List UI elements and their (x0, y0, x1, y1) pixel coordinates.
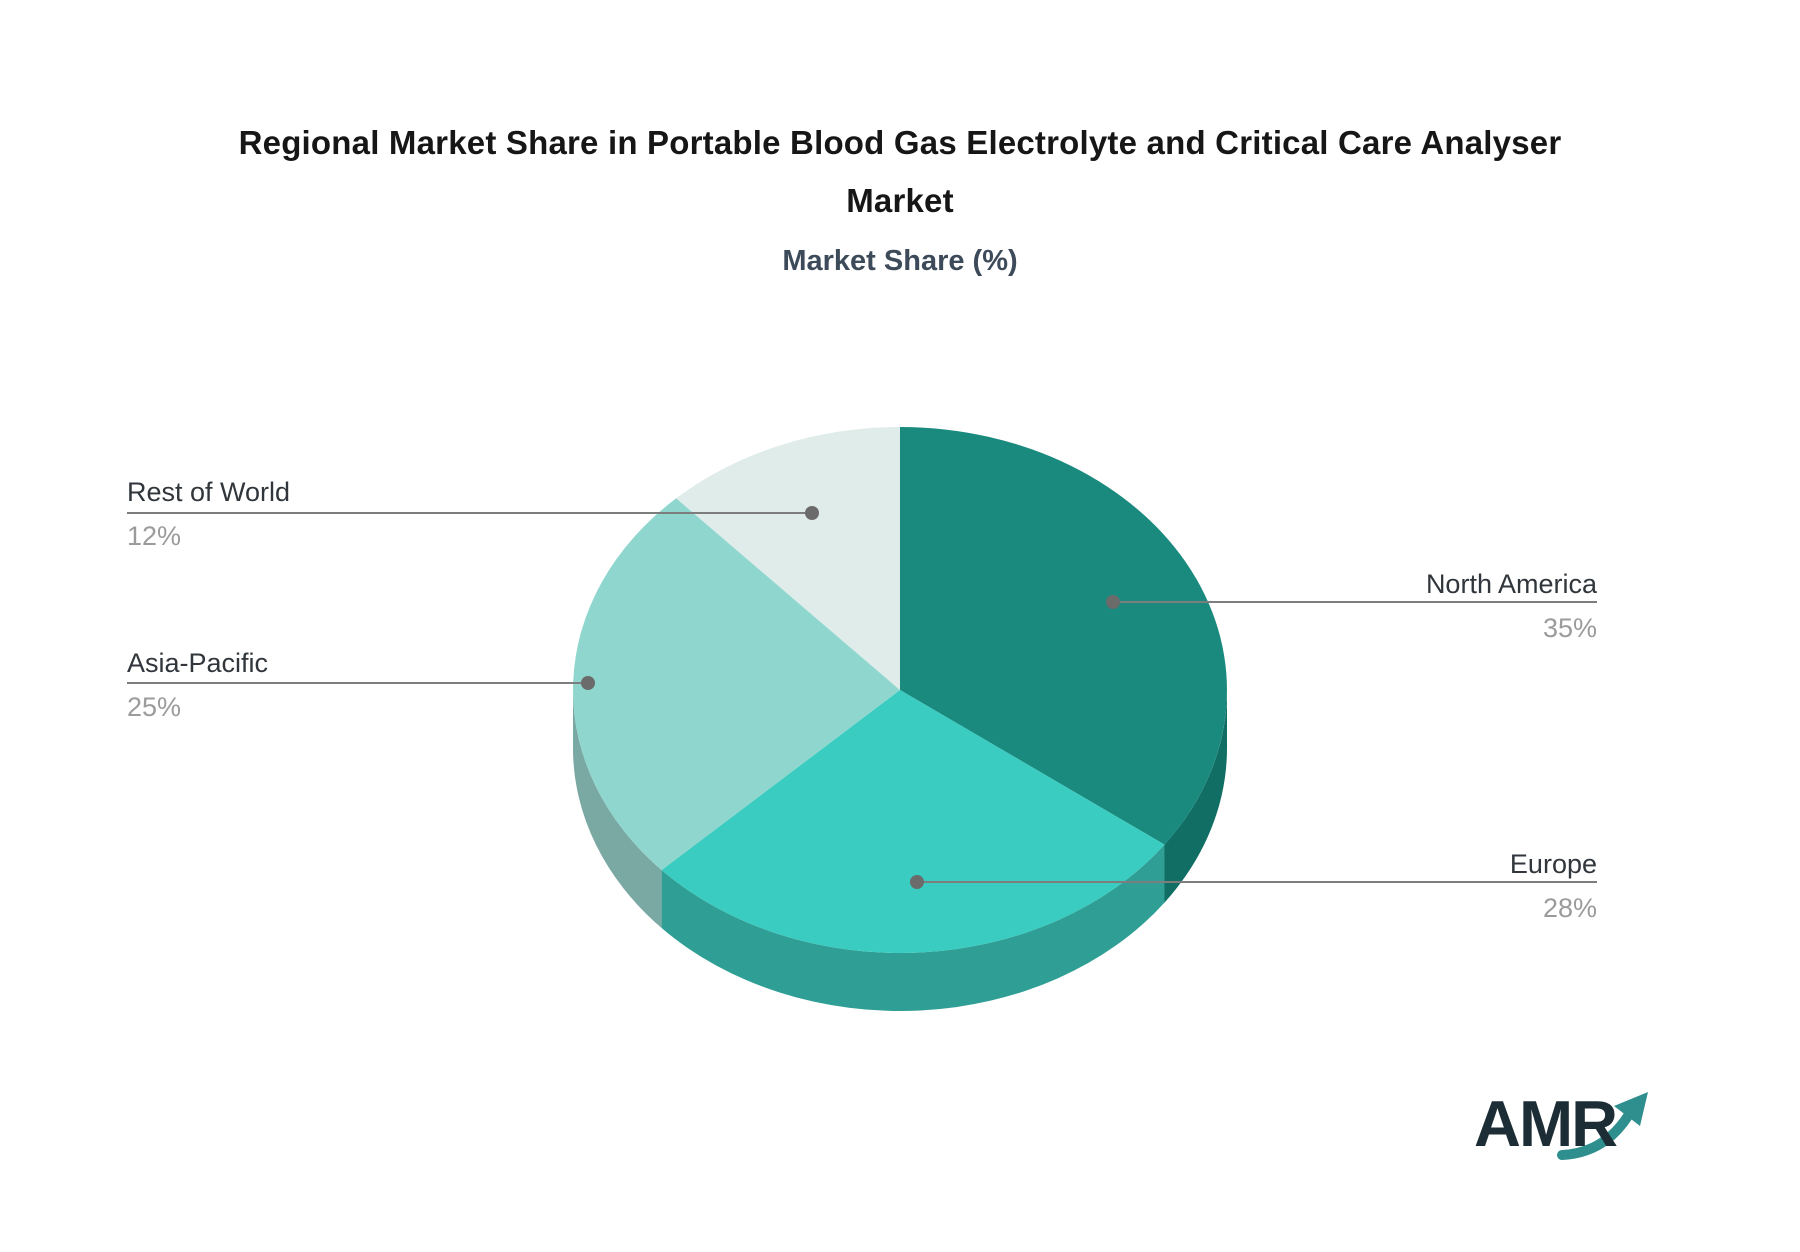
pie-slice-side-north-america (1164, 690, 1227, 903)
slice-label-north-america: North America (1425, 569, 1597, 599)
slice-value-rest-of-world: 12% (127, 521, 182, 551)
slice-label-asia-pacific: Asia-Pacific (127, 648, 269, 678)
slice-value-asia-pacific: 25% (127, 692, 182, 722)
slice-value-north-america: 35% (1542, 613, 1597, 643)
logo-arrow-head-icon (1614, 1092, 1648, 1126)
leader-dot-rest-of-world (805, 506, 819, 520)
chart-title-line2: Market (846, 182, 954, 219)
pie-slice-north-america[interactable] (900, 427, 1227, 845)
slice-label-rest-of-world: Rest of World (127, 477, 291, 507)
leader-dot-asia-pacific (581, 676, 595, 690)
pie-slice-side-europe (661, 844, 1165, 1011)
pie-slice-side-asia-pacific (573, 690, 662, 928)
leader-dot-north-america (1106, 595, 1120, 609)
pie-slice-europe[interactable] (661, 690, 1165, 953)
chart-subtitle: Market Share (%) (782, 245, 1018, 277)
pie-slice-rest-of-world[interactable] (676, 427, 900, 690)
logo-arrow-swoosh (1557, 1111, 1633, 1160)
amr-logo-text: AMR (1474, 1087, 1618, 1160)
slice-value-europe: 28% (1542, 893, 1597, 923)
slice-label-europe: Europe (1509, 849, 1597, 879)
chart-title-line1: Regional Market Share in Portable Blood … (238, 124, 1562, 161)
leader-dot-europe (910, 875, 924, 889)
pie-slice-asia-pacific[interactable] (573, 498, 900, 870)
